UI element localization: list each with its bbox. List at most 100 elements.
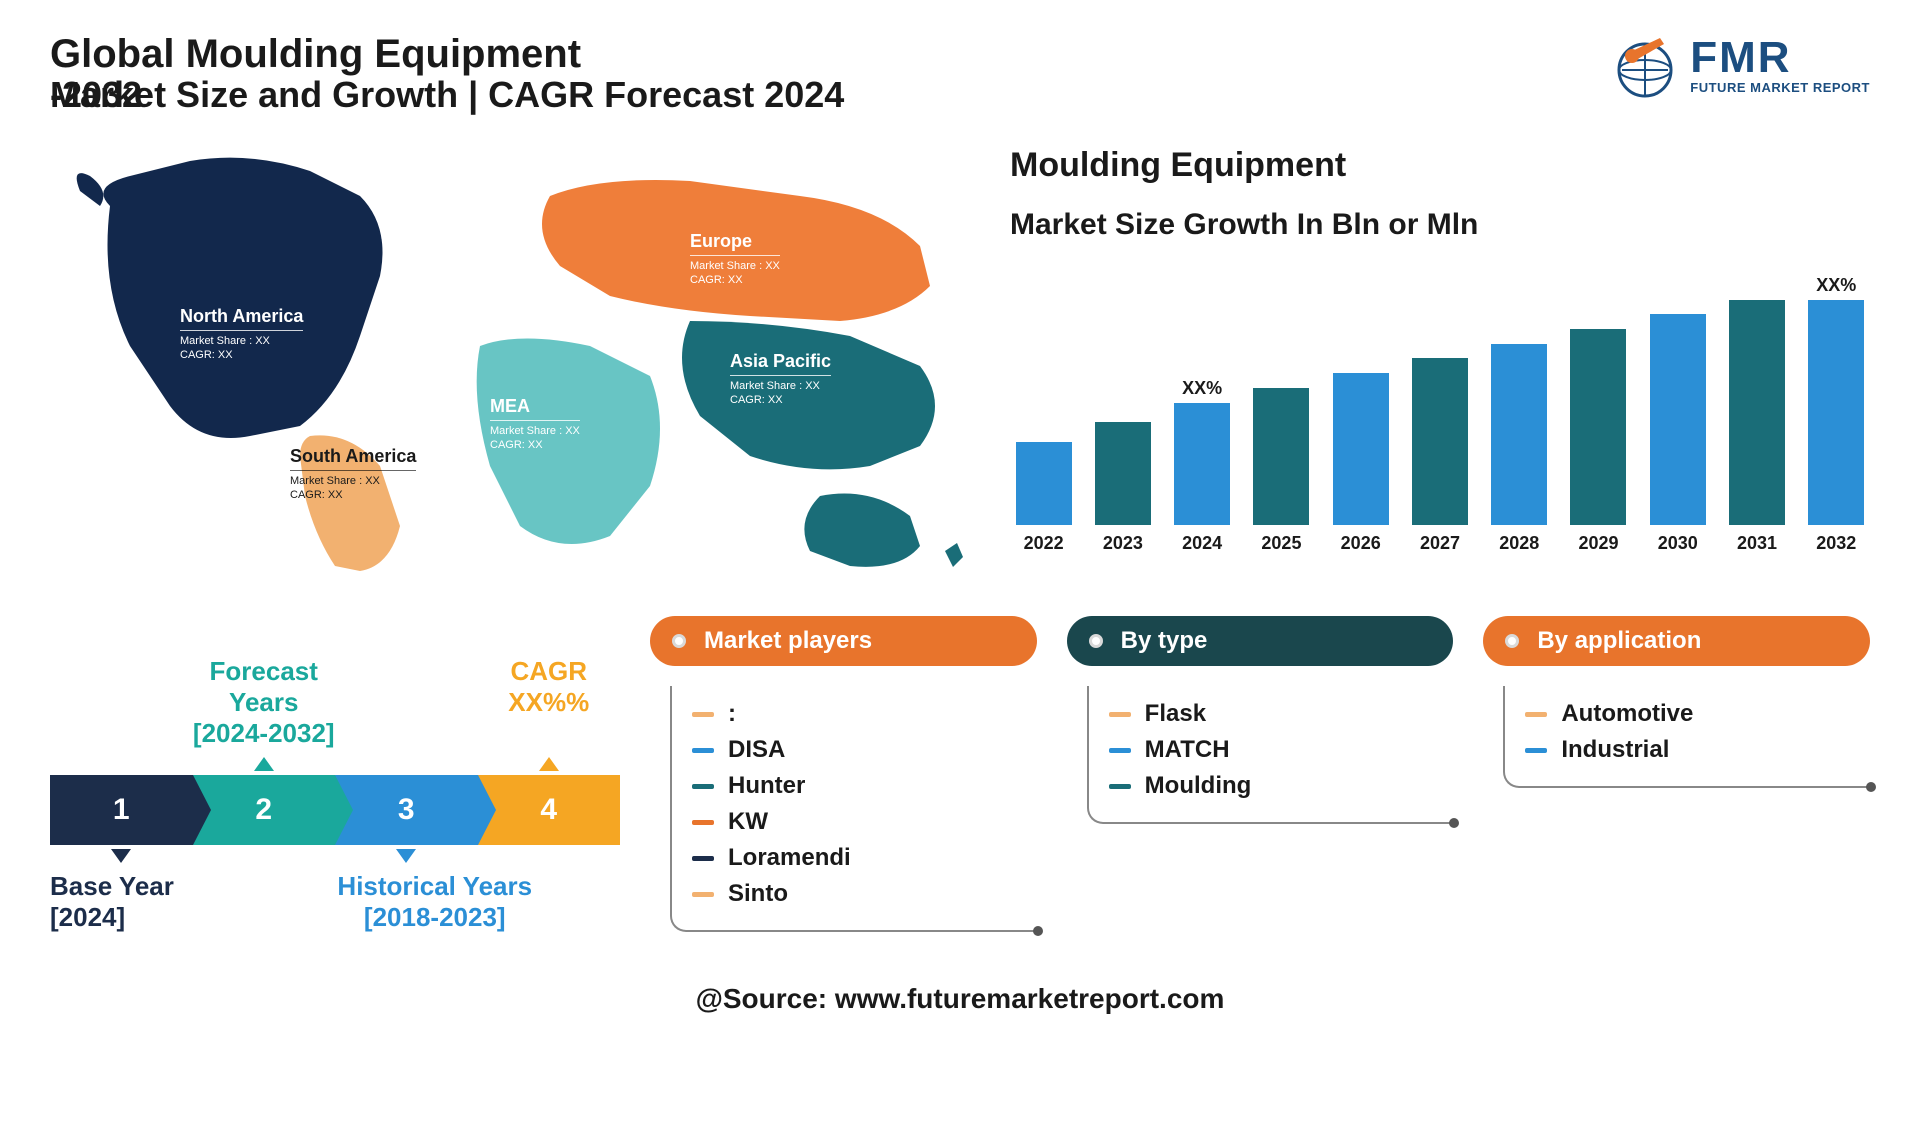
cagr-label: CAGR XX%%	[478, 656, 621, 749]
bar-column: 2026	[1327, 275, 1394, 554]
pill-dot-icon	[1505, 634, 1519, 648]
timeline-top-labels: Forecast Years [2024-2032] CAGR XX%%	[50, 656, 620, 749]
title-line-1: Global Moulding Equipment	[50, 30, 844, 78]
list-item: KW	[692, 804, 1037, 840]
bar-column: 2029	[1565, 275, 1632, 554]
list-item-label: Loramendi	[728, 844, 851, 872]
arrow-up-forecast-icon	[254, 757, 274, 771]
region-nz	[945, 543, 963, 567]
bar-column: XX% 2024	[1169, 275, 1236, 554]
bar-column: XX%2032	[1803, 275, 1870, 554]
timeline-segment: 1	[50, 775, 193, 845]
source-attribution: @Source: www.futuremarketreport.com	[50, 983, 1870, 1015]
telescope-globe-icon	[1610, 30, 1680, 100]
pill-dot-icon	[1089, 634, 1103, 648]
logo-text: FMR FUTURE MARKET REPORT	[1690, 36, 1870, 95]
label-mea: MEA Market Share : XX CAGR: XX	[490, 396, 580, 453]
list-item: Automotive	[1525, 696, 1870, 732]
title-line-2b: Market Size and Growth | CAGR Forecast 2…	[50, 74, 844, 115]
bar-rect	[1174, 403, 1230, 525]
dash-icon	[1109, 712, 1131, 717]
list-item-label: Flask	[1145, 700, 1206, 728]
list-item: Hunter	[692, 768, 1037, 804]
dash-icon	[692, 892, 714, 897]
list-item-label: Automotive	[1561, 700, 1693, 728]
bar-column: 2023	[1089, 275, 1156, 554]
bar-column: 2030	[1644, 275, 1711, 554]
list-item-label: Moulding	[1145, 772, 1252, 800]
list-item: Industrial	[1525, 732, 1870, 768]
bar-column: 2025	[1248, 275, 1315, 554]
bar-rect	[1412, 358, 1468, 525]
list-item-label: DISA	[728, 736, 785, 764]
bar-rect	[1491, 344, 1547, 525]
bar-column: 2028	[1486, 275, 1553, 554]
title-line-2: -2032 Market Size and Growth | CAGR Fore…	[50, 74, 844, 116]
timeline-bottom-labels: Base Year [2024] Historical Years [2018-…	[50, 871, 620, 933]
list-item-label: Sinto	[728, 880, 788, 908]
dash-icon	[1109, 784, 1131, 789]
list-item-label: Industrial	[1561, 736, 1669, 764]
bar-x-label: 2025	[1261, 533, 1301, 554]
bar-value-label: XX%	[1182, 378, 1222, 399]
fmr-logo: FMR FUTURE MARKET REPORT	[1610, 30, 1870, 100]
bar-x-label: 2028	[1499, 533, 1539, 554]
region-north-america	[77, 158, 383, 438]
dash-icon	[692, 820, 714, 825]
logo-fmr-text: FMR	[1690, 36, 1870, 80]
bar-x-label: 2031	[1737, 533, 1777, 554]
bar-column: 2022	[1010, 275, 1077, 554]
by-application-list: Automotive Industrial	[1503, 686, 1870, 788]
bar-x-label: 2024	[1182, 533, 1222, 554]
timeline-block: Forecast Years [2024-2032] CAGR XX%% 123…	[50, 656, 620, 933]
by-application-block: By application Automotive Industrial	[1483, 616, 1870, 788]
dash-icon	[692, 784, 714, 789]
bar-x-label: 2022	[1024, 533, 1064, 554]
label-asia-pacific: Asia Pacific Market Share : XX CAGR: XX	[730, 351, 831, 408]
dash-icon	[1525, 748, 1547, 753]
list-item-label: MATCH	[1145, 736, 1230, 764]
bar-column: 2031	[1723, 275, 1790, 554]
timeline-segment: 4	[478, 775, 621, 845]
forecast-years-label: Forecast Years [2024-2032]	[193, 656, 336, 749]
dash-icon	[1109, 748, 1131, 753]
list-item: :	[692, 696, 1037, 732]
list-item: Loramendi	[692, 840, 1037, 876]
pill-dot-icon	[672, 634, 686, 648]
header-row: Global Moulding Equipment -2032 Market S…	[50, 30, 1870, 116]
title-block: Global Moulding Equipment -2032 Market S…	[50, 30, 844, 116]
base-year-label: Base Year [2024]	[50, 871, 193, 933]
list-item: Flask	[1109, 696, 1454, 732]
bar-rect	[1808, 300, 1864, 525]
dash-icon	[692, 712, 714, 717]
arrow-down-base-icon	[111, 849, 131, 863]
dash-icon	[692, 748, 714, 753]
bar-rect	[1095, 422, 1151, 525]
world-map: North America Market Share : XX CAGR: XX…	[50, 136, 970, 576]
by-application-title: By application	[1537, 627, 1701, 655]
bar-chart: 2022 2023 XX% 2024 2025 2026 2027 2028 2029 2030 2…	[1010, 264, 1870, 554]
list-item: DISA	[692, 732, 1037, 768]
timeline-arrows-top	[50, 757, 620, 771]
market-players-list: : DISA Hunter KW Loramendi Sinto	[670, 686, 1037, 932]
bar-value-label: XX%	[1816, 275, 1856, 296]
historical-years-label: Historical Years [2018-2023]	[335, 871, 535, 933]
arrow-up-cagr-icon	[539, 757, 559, 771]
bar-chart-area: Moulding Equipment Market Size Growth In…	[1010, 136, 1870, 576]
list-item: Moulding	[1109, 768, 1454, 804]
logo-tagline: FUTURE MARKET REPORT	[1690, 80, 1870, 95]
by-type-block: By type FlaskMATCHMoulding	[1067, 616, 1454, 824]
bar-x-label: 2027	[1420, 533, 1460, 554]
bar-rect	[1570, 329, 1626, 525]
by-application-header: By application	[1483, 616, 1870, 666]
upper-section: North America Market Share : XX CAGR: XX…	[50, 136, 1870, 576]
timeline-segment: 3	[335, 775, 478, 845]
list-item-label: Hunter	[728, 772, 805, 800]
market-players-block: Market players :DISAHunterKWLoramendiSin…	[650, 616, 1037, 932]
timeline-bar: 1234	[50, 775, 620, 845]
chart-subtitle: Market Size Growth In Bln or Mln	[1010, 205, 1870, 244]
bar-column: 2027	[1406, 275, 1473, 554]
bar-x-label: 2030	[1658, 533, 1698, 554]
bar-rect	[1333, 373, 1389, 525]
arrow-down-hist-icon	[396, 849, 416, 863]
